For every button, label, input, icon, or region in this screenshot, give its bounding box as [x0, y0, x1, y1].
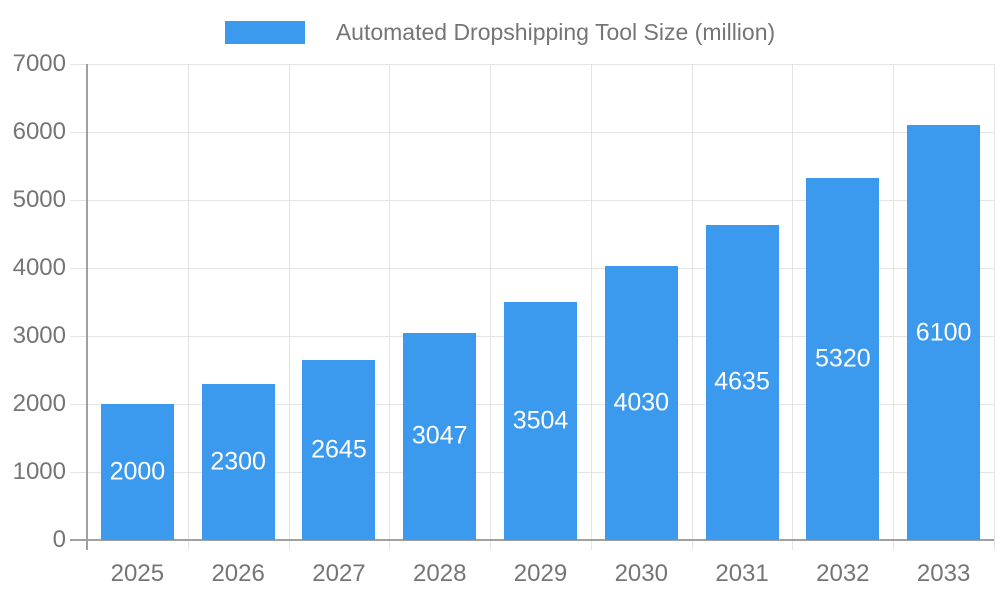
bar	[604, 265, 678, 540]
bar-value-label: 2000	[109, 457, 166, 486]
bar	[302, 360, 376, 540]
y-axis-tick-label: 1000	[12, 458, 66, 485]
bar-value-label: 5320	[815, 344, 871, 373]
gridline-vertical	[389, 64, 391, 550]
x-axis-tick-label: 2032	[816, 560, 870, 587]
y-axis-tick-label: 0	[52, 526, 66, 553]
gridline-vertical	[994, 64, 995, 550]
gridline-horizontal	[70, 268, 994, 269]
bar	[403, 332, 477, 540]
y-axis-line	[86, 64, 88, 550]
x-axis-tick-label: 2029	[513, 560, 568, 587]
gridline-vertical	[691, 64, 693, 550]
y-axis-tick-label: 4000	[12, 254, 66, 281]
x-axis-tick-label: 2025	[110, 560, 165, 587]
bar-value-label: 4635	[714, 367, 770, 396]
legend-label: Automated Dropshipping Tool Size (millio…	[335, 18, 776, 45]
bar-value-label: 4030	[613, 388, 670, 417]
gridline-vertical	[893, 64, 895, 550]
legend[interactable]: Automated Dropshipping Tool Size (millio…	[0, 14, 1000, 50]
gridline-vertical	[187, 64, 189, 550]
bar	[806, 178, 880, 540]
y-axis-tick-label: 3000	[12, 322, 66, 349]
x-axis-tick-label: 2027	[312, 560, 366, 587]
gridline-vertical	[288, 64, 290, 550]
y-axis-tick-label: 6000	[12, 118, 66, 145]
bar	[201, 383, 275, 540]
x-axis-tick-label: 2026	[211, 560, 265, 587]
bar-value-label: 2300	[210, 447, 266, 476]
bar	[504, 301, 577, 540]
bar-value-label: 3504	[512, 406, 569, 435]
bar-value-label: 6100	[915, 318, 972, 347]
gridline-horizontal	[70, 132, 994, 133]
bar-value-label: 2645	[311, 435, 367, 464]
x-axis-line	[70, 539, 994, 541]
gridline-vertical	[490, 64, 492, 550]
x-axis-tick-label: 2033	[916, 560, 971, 587]
bar	[907, 125, 981, 540]
y-axis-tick-label: 5000	[12, 186, 66, 213]
y-axis-tick-label: 7000	[12, 50, 66, 77]
bar-value-label: 3047	[411, 421, 468, 450]
gridline-vertical	[590, 64, 592, 550]
y-axis-tick-label: 2000	[12, 390, 66, 417]
x-axis-tick-label: 2030	[614, 560, 668, 587]
x-axis-tick-label: 2031	[715, 560, 769, 587]
gridline-vertical	[792, 64, 794, 550]
bar	[100, 404, 174, 540]
gridline-horizontal	[70, 200, 994, 201]
x-axis-tick-label: 2028	[413, 560, 467, 587]
gridline-horizontal	[70, 64, 994, 65]
legend-swatch	[224, 20, 305, 44]
bar	[705, 224, 779, 540]
